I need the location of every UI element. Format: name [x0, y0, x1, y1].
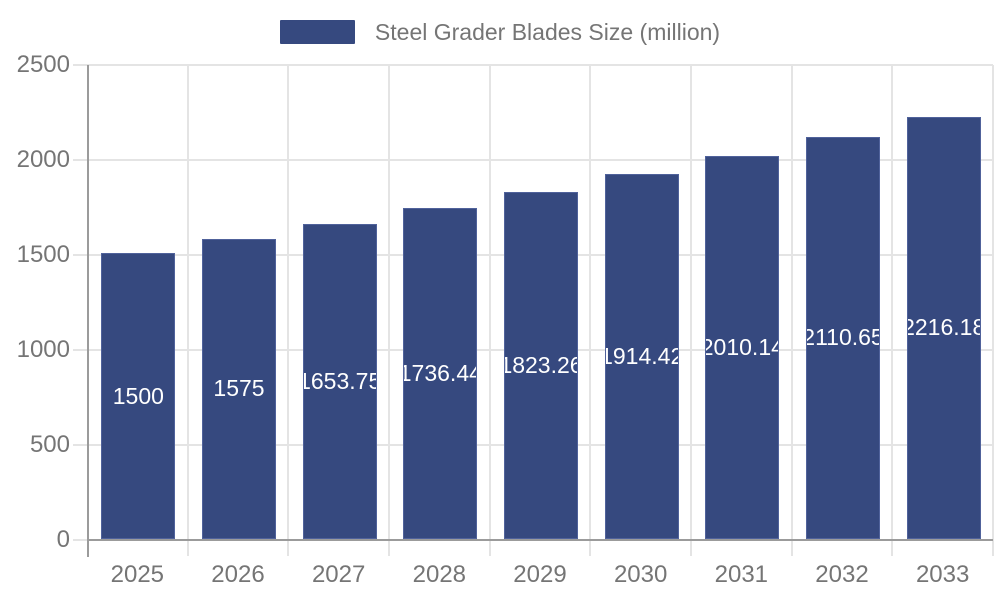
v-gridline [388, 65, 390, 556]
h-gridline [73, 64, 993, 66]
v-gridline [690, 65, 692, 556]
v-gridline [589, 65, 592, 556]
plot-area: 1500 1575 1653.75 1736.44 1823.26 1914.42 2010… [73, 64, 994, 557]
bar-value-label: 1653.75 [304, 367, 376, 394]
bar[interactable]: 1914.42 [604, 174, 679, 539]
v-gridline [287, 65, 290, 556]
bar[interactable]: 2010.14 [705, 156, 780, 539]
x-axis-labels: 2025 2026 2027 2028 2029 2030 2031 2032 2033 [87, 560, 993, 592]
bar-value-label: 1500 [112, 382, 164, 409]
x-tick-label: 2029 [513, 561, 567, 588]
bar-value-label: 2010.14 [706, 334, 778, 361]
x-tick-label: 2031 [714, 561, 769, 588]
bar[interactable]: 2216.18 [906, 116, 981, 539]
legend: Steel Grader Blades Size (million) [0, 16, 1000, 48]
x-tick-label: 2025 [110, 561, 165, 588]
x-tick-label: 2033 [915, 561, 970, 588]
legend-swatch[interactable] [279, 20, 355, 44]
x-tick-label: 2030 [613, 561, 668, 588]
y-tick-label: 500 [29, 431, 70, 458]
v-gridline [891, 65, 894, 556]
y-tick-label: 1500 [16, 241, 70, 268]
bar-value-label: 1823.26 [505, 351, 577, 378]
x-axis-line [87, 539, 993, 541]
y-axis-line [87, 65, 89, 557]
bar-value-label: 2110.65 [806, 324, 880, 351]
bar[interactable]: 1500 [101, 253, 176, 539]
h-gridline [73, 159, 993, 161]
bar[interactable]: 1823.26 [504, 191, 578, 539]
y-tick-label: 2500 [16, 51, 70, 78]
bar-value-label: 1575 [213, 375, 265, 402]
bar[interactable]: 1575 [202, 238, 276, 539]
v-gridline [488, 65, 491, 556]
v-gridline [992, 65, 994, 556]
y-tick-label: 0 [56, 526, 70, 553]
v-gridline [790, 65, 793, 556]
bar[interactable]: 1653.75 [302, 223, 377, 539]
bar-value-label: 1914.42 [606, 343, 678, 370]
bar[interactable]: 1736.44 [403, 208, 478, 539]
legend-label[interactable]: Steel Grader Blades Size (million) [374, 18, 721, 45]
bar-value-label: 2216.18 [908, 314, 980, 341]
y-tick-label: 1000 [16, 336, 70, 363]
bar-value-label: 1736.44 [404, 360, 476, 387]
x-tick-label: 2028 [412, 561, 467, 588]
y-axis-labels: 0 500 1000 1500 2000 2500 [0, 51, 70, 553]
bar[interactable]: 2110.65 [806, 136, 880, 539]
y-tick-label: 2000 [16, 146, 70, 173]
v-gridline [186, 65, 189, 556]
x-tick-label: 2026 [211, 561, 265, 588]
x-tick-label: 2032 [815, 561, 869, 588]
x-tick-label: 2027 [311, 561, 366, 588]
